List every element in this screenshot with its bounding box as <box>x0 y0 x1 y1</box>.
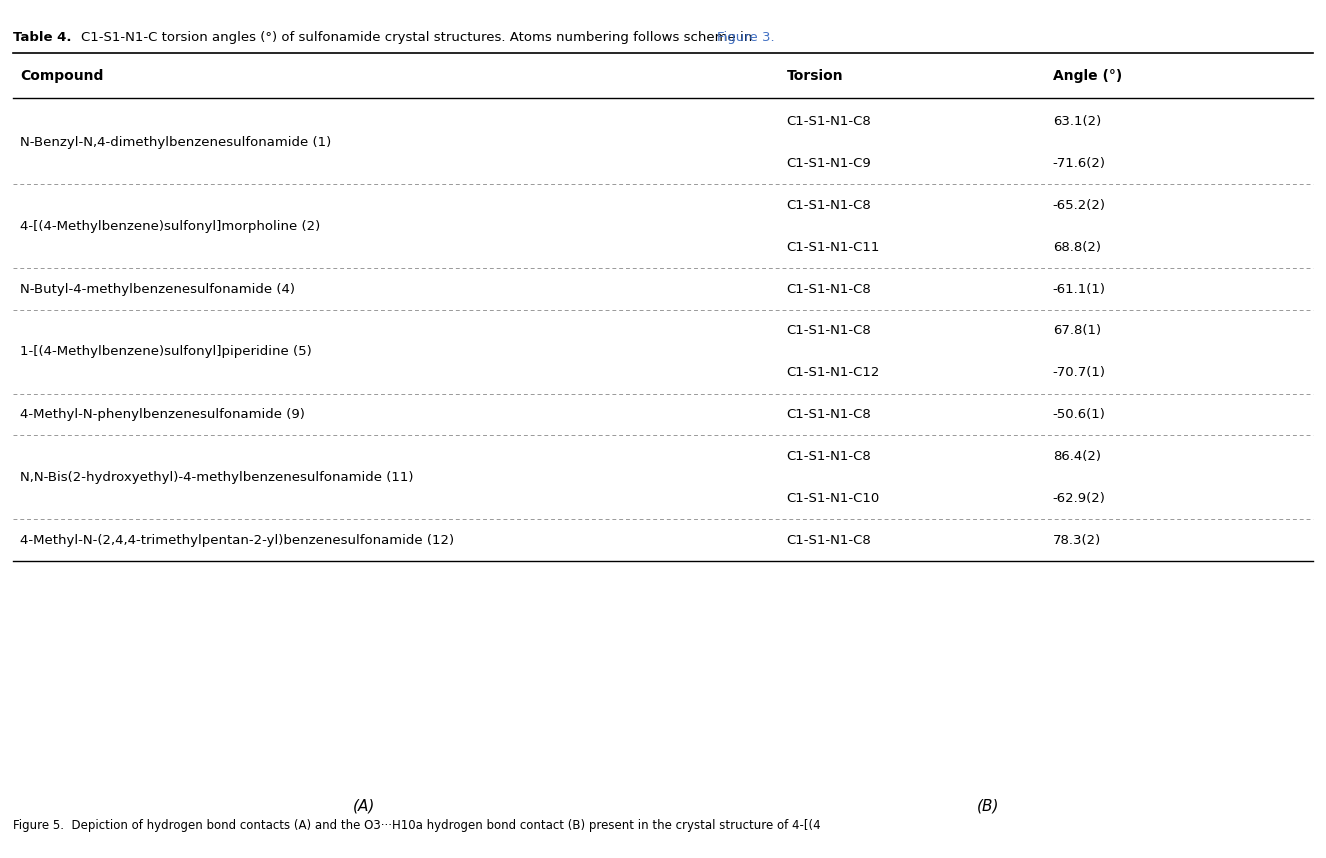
Text: 67.8(1): 67.8(1) <box>1053 324 1101 337</box>
Text: -61.1(1): -61.1(1) <box>1053 282 1106 295</box>
Text: Compound: Compound <box>20 69 103 82</box>
Text: C1-S1-N1-C8: C1-S1-N1-C8 <box>786 408 871 421</box>
Text: C1-S1-N1-C8: C1-S1-N1-C8 <box>786 199 871 212</box>
Text: N-Butyl-4-methylbenzenesulfonamide (4): N-Butyl-4-methylbenzenesulfonamide (4) <box>20 282 294 295</box>
Text: -50.6(1): -50.6(1) <box>1053 408 1106 421</box>
Text: 68.8(2): 68.8(2) <box>1053 241 1101 254</box>
Text: C1-S1-N1-C10: C1-S1-N1-C10 <box>786 492 879 505</box>
Text: N-Benzyl-N,4-dimethylbenzenesulfonamide (1): N-Benzyl-N,4-dimethylbenzenesulfonamide … <box>20 136 331 149</box>
Text: Torsion: Torsion <box>786 69 843 82</box>
Text: Angle (°): Angle (°) <box>1053 69 1122 82</box>
Text: C1-S1-N1-C8: C1-S1-N1-C8 <box>786 324 871 337</box>
Text: C1-S1-N1-C8: C1-S1-N1-C8 <box>786 534 871 547</box>
Text: -70.7(1): -70.7(1) <box>1053 366 1106 379</box>
Text: C1-S1-N1-C8: C1-S1-N1-C8 <box>786 282 871 295</box>
Text: C1-S1-N1-C8: C1-S1-N1-C8 <box>786 115 871 128</box>
Text: 4-Methyl-N-(2,4,4-trimethylpentan-2-yl)benzenesulfonamide (12): 4-Methyl-N-(2,4,4-trimethylpentan-2-yl)b… <box>20 534 453 547</box>
Text: Figure 3.: Figure 3. <box>717 31 774 44</box>
Text: Figure 5.  Depiction of hydrogen bond contacts (A) and the O3···H10a hydrogen bo: Figure 5. Depiction of hydrogen bond con… <box>13 819 821 832</box>
Text: C1-S1-N1-C12: C1-S1-N1-C12 <box>786 366 880 379</box>
Text: (B): (B) <box>977 798 998 813</box>
Text: -62.9(2): -62.9(2) <box>1053 492 1106 505</box>
Text: C1-S1-N1-C9: C1-S1-N1-C9 <box>786 157 871 170</box>
Text: 86.4(2): 86.4(2) <box>1053 450 1101 462</box>
Text: 63.1(2): 63.1(2) <box>1053 115 1101 128</box>
Text: C1-S1-N1-C torsion angles (°) of sulfonamide crystal structures. Atoms numbering: C1-S1-N1-C torsion angles (°) of sulfona… <box>81 31 756 44</box>
Text: 78.3(2): 78.3(2) <box>1053 534 1101 547</box>
Text: 4-Methyl-N-phenylbenzenesulfonamide (9): 4-Methyl-N-phenylbenzenesulfonamide (9) <box>20 408 305 421</box>
Text: -65.2(2): -65.2(2) <box>1053 199 1106 212</box>
Text: C1-S1-N1-C11: C1-S1-N1-C11 <box>786 241 880 254</box>
Text: N,N-Bis(2-hydroxyethyl)-4-methylbenzenesulfonamide (11): N,N-Bis(2-hydroxyethyl)-4-methylbenzenes… <box>20 471 414 484</box>
Text: Table 4.: Table 4. <box>13 31 77 44</box>
Text: 1-[(4-Methylbenzene)sulfonyl]piperidine (5): 1-[(4-Methylbenzene)sulfonyl]piperidine … <box>20 345 312 359</box>
Text: -71.6(2): -71.6(2) <box>1053 157 1106 170</box>
Text: C1-S1-N1-C8: C1-S1-N1-C8 <box>786 450 871 462</box>
Text: 4-[(4-Methylbenzene)sulfonyl]morpholine (2): 4-[(4-Methylbenzene)sulfonyl]morpholine … <box>20 220 320 233</box>
Text: (A): (A) <box>353 798 375 813</box>
